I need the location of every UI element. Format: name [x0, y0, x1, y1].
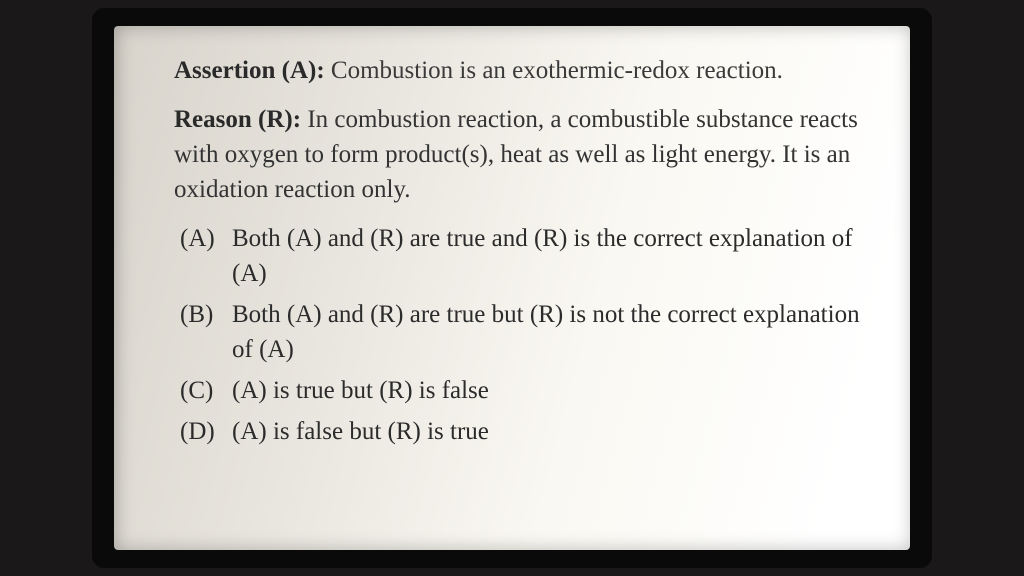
option-letter: (A) — [180, 221, 232, 291]
option-c: (C) (A) is true but (R) is false — [180, 373, 862, 408]
option-a: (A) Both (A) and (R) are true and (R) is… — [180, 221, 862, 291]
options-list: (A) Both (A) and (R) are true and (R) is… — [174, 221, 862, 449]
assertion-block: Assertion (A): Combustion is an exotherm… — [174, 54, 862, 88]
option-text: Both (A) and (R) are true but (R) is not… — [232, 297, 862, 367]
option-text: (A) is false but (R) is true — [232, 414, 862, 449]
option-letter: (C) — [180, 373, 232, 408]
document-screen: Assertion (A): Combustion is an exotherm… — [114, 26, 910, 550]
assertion-label: Assertion (A): — [174, 57, 325, 84]
option-letter: (D) — [180, 414, 232, 449]
option-text: Both (A) and (R) are true and (R) is the… — [232, 221, 862, 291]
option-text: (A) is true but (R) is false — [232, 373, 862, 408]
option-letter: (B) — [180, 297, 232, 367]
option-b: (B) Both (A) and (R) are true but (R) is… — [180, 297, 862, 367]
assertion-text: Combustion is an exothermic-redox reacti… — [325, 57, 783, 84]
reason-block: Reason (R): In combustion reaction, a co… — [174, 102, 862, 207]
phone-frame: Assertion (A): Combustion is an exotherm… — [92, 8, 932, 568]
option-d: (D) (A) is false but (R) is true — [180, 414, 862, 449]
reason-label: Reason (R): — [174, 106, 301, 133]
